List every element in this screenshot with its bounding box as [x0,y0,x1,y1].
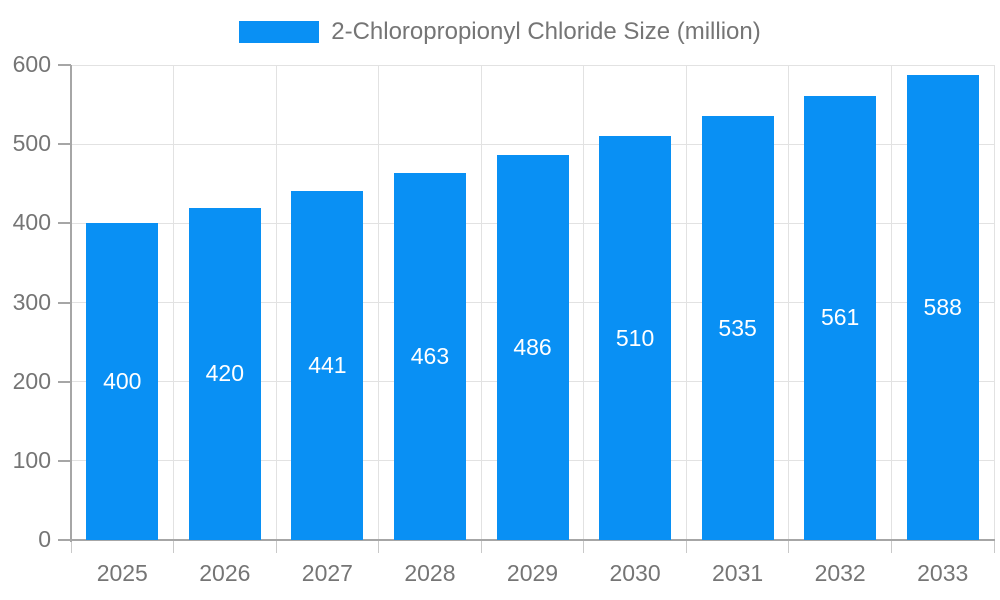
y-grid-line [71,143,994,145]
bar[interactable]: 420 [188,207,261,540]
x-grid-line [788,65,790,540]
bar[interactable]: 561 [804,95,877,540]
bar-value-label: 463 [410,343,450,370]
x-grid-line [275,65,277,540]
x-tick [378,540,380,553]
x-tick-label: 2028 [404,560,456,586]
bar-value-label: 561 [820,304,860,331]
x-grid-line [685,65,687,540]
x-tick [480,540,482,553]
x-tick-label: 2032 [814,560,866,586]
x-grid-line [993,65,995,540]
bar[interactable]: 400 [86,223,159,540]
bar-value-label: 588 [923,293,962,320]
bar-value-label: 420 [205,360,245,387]
bar[interactable]: 441 [291,190,364,540]
bar-value-label: 535 [718,314,757,341]
x-grid-line [378,65,380,540]
x-grid-line [890,65,892,540]
legend[interactable]: 2-Chloropropionyl Chloride Size (million… [0,18,1000,46]
x-tick [788,540,790,553]
x-tick [173,540,175,553]
x-grid-line [173,65,175,540]
legend-label: 2-Chloropropionyl Chloride Size (million… [331,18,761,45]
bar[interactable]: 535 [701,116,774,540]
y-tick-label: 0 [38,526,51,552]
x-tick-label: 2030 [609,560,661,586]
x-axis-line [70,539,995,541]
legend-swatch-icon [239,21,320,43]
y-tick-label: 300 [12,288,51,315]
bar-value-label: 486 [513,334,552,361]
bar[interactable]: 486 [496,155,569,540]
y-tick-label: 600 [12,51,51,77]
y-tick [58,459,71,462]
y-axis-line [70,65,72,542]
y-tick [58,222,71,225]
x-tick-label: 2027 [301,560,353,586]
x-tick-label: 2031 [712,560,764,586]
bar-value-label: 510 [615,324,655,351]
x-tick [275,540,277,553]
x-grid-line [480,65,482,540]
y-tick-label: 100 [12,446,51,473]
y-tick-label: 200 [12,367,51,394]
bar[interactable]: 588 [906,74,979,540]
bar[interactable]: 510 [599,136,672,540]
y-tick-label: 500 [12,130,51,157]
x-tick [890,540,892,553]
y-tick-label: 400 [12,209,51,236]
y-tick [58,539,71,541]
y-tick [58,380,71,383]
x-tick-label: 2029 [506,560,559,586]
y-tick [58,301,71,304]
x-tick [685,540,687,553]
x-tick-label: 2033 [917,560,969,586]
x-tick-label: 2025 [96,560,148,586]
y-tick [58,64,71,66]
bar[interactable]: 463 [393,173,466,540]
bar-value-label: 441 [308,351,347,378]
x-tick [583,540,585,553]
y-tick [58,143,71,146]
x-tick-label: 2026 [199,560,251,586]
y-grid-line [71,64,994,66]
x-tick [993,540,995,553]
bar-value-label: 400 [103,368,142,395]
x-grid-line [583,65,585,540]
x-tick [70,540,72,553]
